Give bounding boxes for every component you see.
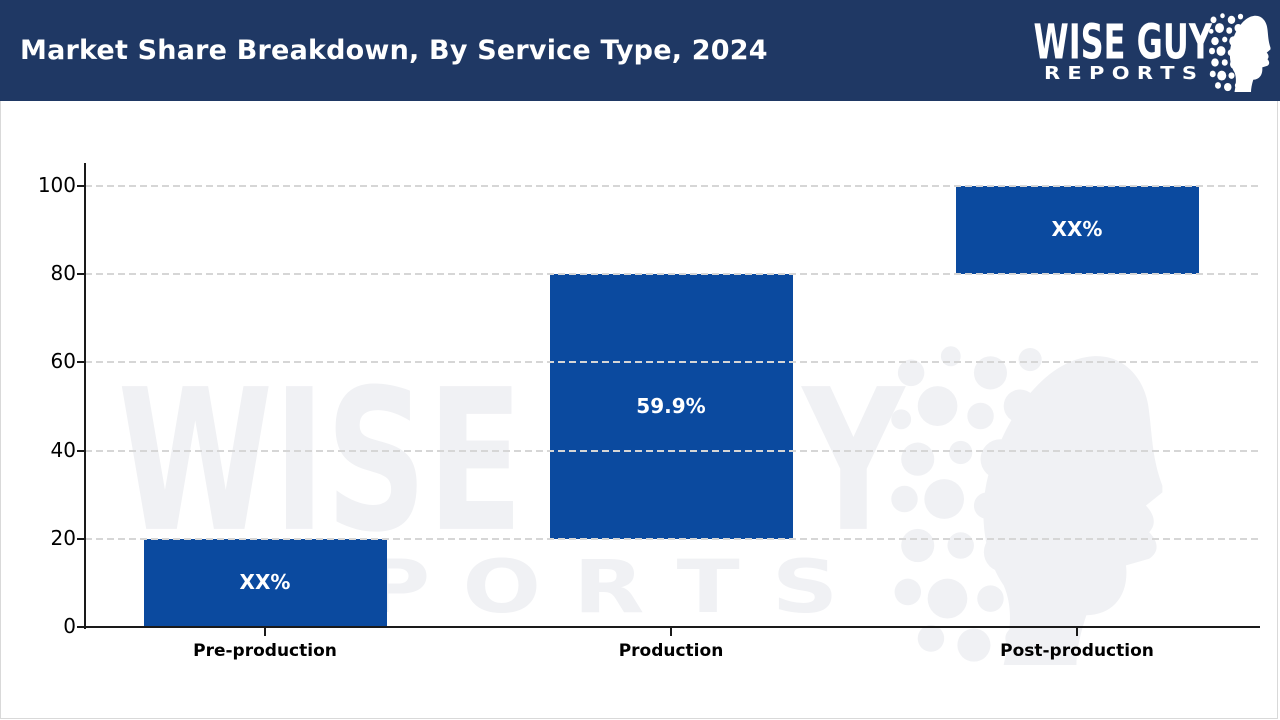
bar <box>549 274 793 539</box>
logo-text-line1: WISE GUY <box>1034 13 1213 69</box>
bar <box>955 186 1199 275</box>
bar-value-label: 59.9% <box>636 393 706 418</box>
bar-value-label: XX% <box>1051 217 1103 242</box>
gridline <box>85 185 1258 187</box>
bar-value-label: XX% <box>239 569 291 594</box>
x-tick-mark <box>1076 628 1078 636</box>
y-tick-mark <box>77 537 85 540</box>
y-tick-label: 40 <box>50 437 76 462</box>
gridline <box>85 537 1258 540</box>
bar <box>143 538 387 627</box>
x-axis-line <box>84 626 1260 628</box>
y-tick-mark <box>77 361 85 364</box>
x-axis-label: Production <box>618 641 724 661</box>
y-tick-mark <box>77 273 85 276</box>
y-tick-label: 0 <box>63 614 76 638</box>
y-tick-mark <box>77 626 85 628</box>
page-title: Market Share Breakdown, By Service Type,… <box>20 35 768 66</box>
header: Market Share Breakdown, By Service Type,… <box>0 0 1280 101</box>
x-axis-label: Pre-production <box>193 641 337 661</box>
y-tick-label: 60 <box>50 349 76 374</box>
y-tick-mark <box>77 185 85 187</box>
y-tick-label: 80 <box>50 261 76 286</box>
face-profile-icon <box>1209 12 1271 92</box>
gridline <box>85 449 1258 452</box>
logo-text-line2: R E P O R T S <box>1044 63 1197 84</box>
y-tick-label: 20 <box>50 525 76 550</box>
y-axis-line <box>84 163 86 629</box>
x-tick-mark <box>670 628 672 636</box>
y-tick-label: 100 <box>37 173 76 197</box>
y-tick-mark <box>77 449 85 452</box>
x-axis-label: Post-production <box>1000 641 1154 661</box>
wise-guy-logo: WISE GUY R E P O R T S <box>1034 12 1271 92</box>
gridline <box>85 273 1258 276</box>
gridline <box>85 361 1258 364</box>
x-tick-mark <box>264 628 266 636</box>
